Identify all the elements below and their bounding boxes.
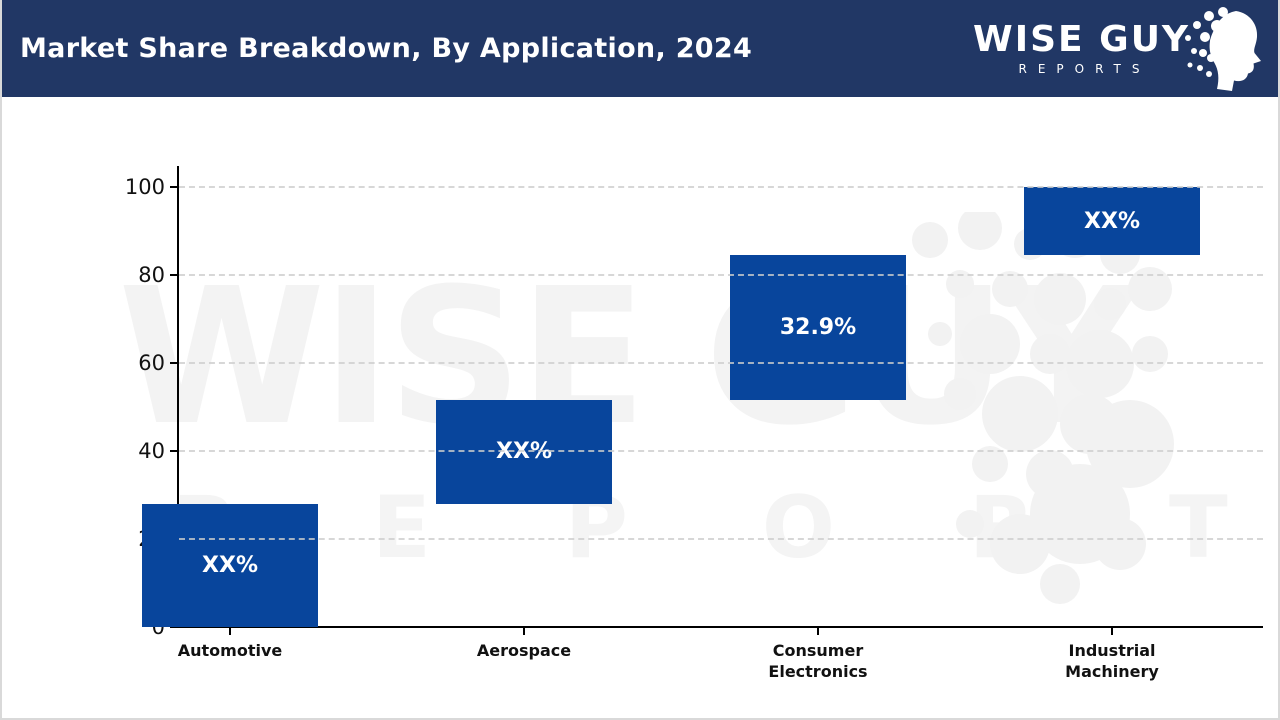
x-axis-tick [523, 628, 525, 635]
dotted-face-icon [1185, 6, 1261, 91]
logo-subtitle: REPORTS [1018, 61, 1151, 76]
y-axis-tick [170, 186, 178, 188]
x-axis-line [177, 626, 1263, 628]
gridline [179, 186, 1263, 188]
bar-value-label: XX% [202, 552, 258, 578]
y-axis-tick [170, 626, 178, 628]
y-axis-tick-label: 40 [138, 439, 165, 463]
y-axis-tick [170, 450, 178, 452]
x-axis-category-label: Consumer Electronics [768, 641, 868, 681]
x-axis-category-label: Automotive [177, 641, 283, 660]
bar-value-label: 32.9% [779, 315, 857, 341]
logo-wordmark: WISE GUY [972, 18, 1190, 60]
bar-consumer-electronics: 32.9% [730, 255, 906, 400]
y-axis-tick-label: 80 [138, 263, 165, 287]
bar-value-label: XX% [1084, 208, 1140, 234]
y-axis-line [177, 166, 179, 628]
page-title: Market Share Breakdown, By Application, … [20, 33, 753, 64]
x-axis-tick [1111, 628, 1113, 635]
y-axis-tick-label: 100 [124, 175, 165, 199]
gridline [179, 274, 1263, 276]
bar-industrial-machinery: XX% [1024, 187, 1200, 256]
gridline [179, 538, 1263, 540]
gridline [179, 362, 1263, 364]
bar-automotive: XX% [142, 503, 318, 627]
header-bar: Market Share Breakdown, By Application, … [0, 0, 1280, 97]
logo-text: WISE GUY REPORTS [972, 18, 1190, 76]
y-axis-tick [170, 362, 178, 364]
gridline [179, 450, 1263, 452]
x-axis-tick [817, 628, 819, 635]
x-axis-category-label: Industrial Machinery [1065, 641, 1159, 681]
x-axis-category-label: Aerospace [476, 641, 572, 660]
y-axis-tick-label: 60 [138, 351, 165, 375]
wise-guy-logo: WISE GUY REPORTS [973, 6, 1266, 92]
y-axis-tick [170, 274, 178, 276]
x-axis-tick [229, 628, 231, 635]
